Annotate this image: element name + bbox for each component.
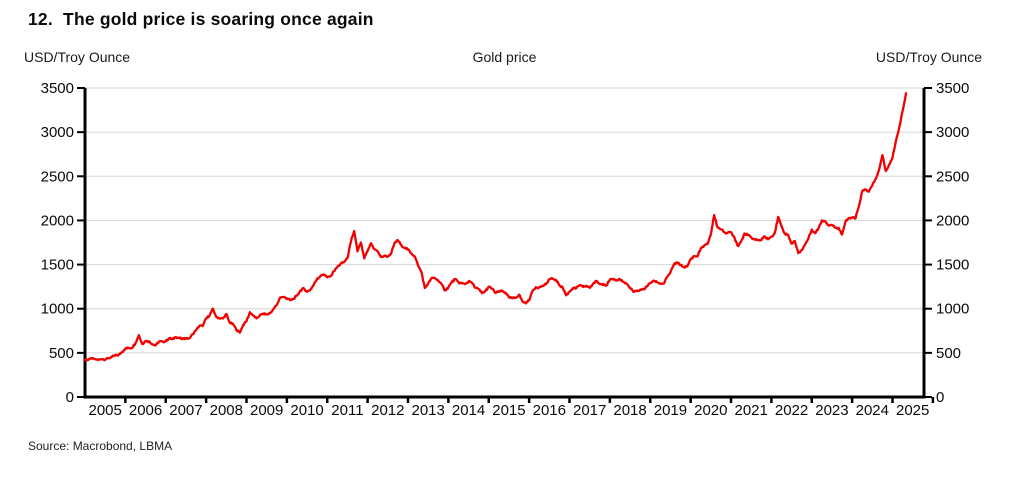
left-y-tick-label: 1000 — [41, 301, 74, 318]
chart-subtitle: Gold price — [472, 49, 537, 65]
left-y-tick-label: 2000 — [41, 212, 74, 229]
right-y-tick-label: 1500 — [936, 257, 969, 274]
left-y-tick-label: 0 — [66, 389, 74, 406]
right-y-tick-label: 1000 — [936, 301, 969, 318]
x-tick-label: 2023 — [815, 402, 848, 419]
right-y-tick-label: 500 — [936, 345, 961, 362]
left-axis-title: USD/Troy Ounce — [24, 49, 131, 65]
x-tick-label: 2012 — [371, 402, 404, 419]
gold-price-series-line — [83, 92, 908, 362]
x-tick-label: 2019 — [654, 402, 687, 419]
x-tick-label: 2016 — [533, 402, 566, 419]
right-y-tick-label: 3500 — [936, 80, 969, 97]
x-tick-label: 2025 — [896, 402, 929, 419]
right-y-tick-label: 2000 — [936, 212, 969, 229]
right-axis-title: USD/Troy Ounce — [875, 49, 982, 65]
x-tick-label: 2005 — [89, 402, 122, 419]
x-tick-label: 2022 — [775, 402, 808, 419]
x-tick-label: 2008 — [210, 402, 243, 419]
x-tick-label: 2021 — [735, 402, 768, 419]
source-note: Source: Macrobond, LBMA — [28, 439, 173, 453]
x-tick-label: 2020 — [694, 402, 727, 419]
x-tick-label: 2007 — [169, 402, 202, 419]
x-tick-label: 2011 — [331, 402, 363, 419]
x-tick-label: 2010 — [290, 402, 323, 419]
left-y-tick-label: 1500 — [41, 257, 74, 274]
right-y-tick-label: 2500 — [936, 168, 969, 185]
x-tick-label: 2014 — [452, 402, 485, 419]
x-tick-label: 2017 — [573, 402, 606, 419]
left-y-tick-label: 3500 — [41, 80, 74, 97]
x-tick-label: 2013 — [412, 402, 445, 419]
left-y-tick-label: 500 — [49, 345, 74, 362]
x-tick-label: 2015 — [492, 402, 525, 419]
right-y-tick-label: 3000 — [936, 124, 969, 141]
chart-title: 12. The gold price is soaring once again — [28, 9, 374, 29]
x-tick-label: 2009 — [250, 402, 283, 419]
left-y-tick-label: 2500 — [41, 168, 74, 185]
x-tick-label: 2018 — [613, 402, 646, 419]
x-tick-label: 2024 — [856, 402, 889, 419]
x-tick-label: 2006 — [129, 402, 162, 419]
right-y-tick-label: 0 — [936, 389, 944, 406]
left-y-tick-label: 3000 — [41, 124, 74, 141]
